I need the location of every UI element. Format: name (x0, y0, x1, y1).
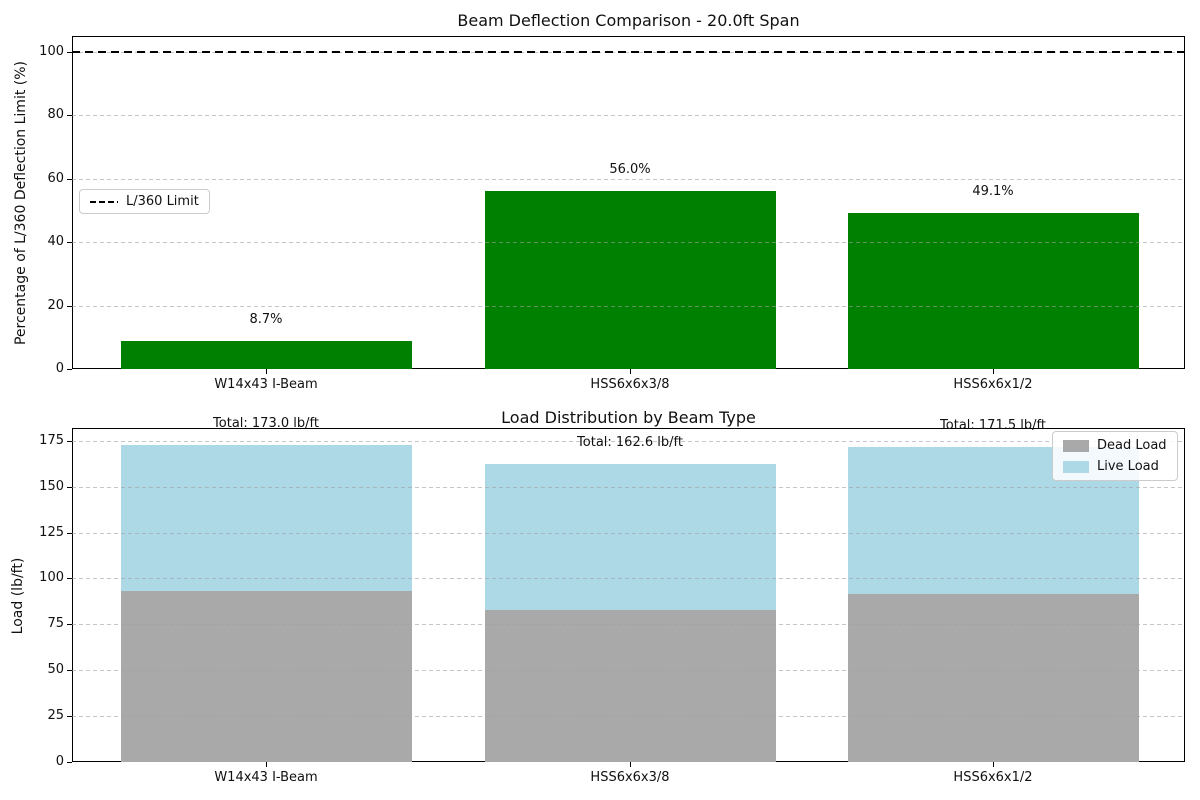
bar-segment (847, 594, 1139, 762)
y-tick-mark (67, 178, 72, 180)
y-tick-mark (67, 305, 72, 307)
x-tick-mark (993, 369, 994, 374)
load-chart-title: Load Distribution by Beam Type (501, 408, 756, 427)
y-tick-label: 20 (47, 297, 64, 313)
dashed-line-sample (90, 200, 118, 203)
y-tick-mark (67, 716, 72, 718)
grid-line (72, 532, 1185, 534)
legend-row-live-load: Live Load (1063, 459, 1159, 474)
grid-line (72, 670, 1185, 672)
x-tick-label: HSS6x6x3/8 (590, 377, 670, 392)
grid-line (72, 486, 1185, 488)
dead-load-swatch (1063, 439, 1089, 452)
legend-label: Live Load (1097, 459, 1159, 474)
x-tick-label: W14x43 I-Beam (214, 377, 318, 392)
legend-row-dead-load: Dead Load (1063, 438, 1167, 453)
x-tick-label: W14x43 I-Beam (214, 770, 318, 785)
y-tick-mark (67, 51, 72, 53)
legend-label: Dead Load (1097, 438, 1167, 453)
y-tick-mark (67, 369, 72, 370)
x-tick-mark (630, 762, 631, 767)
y-tick-label: 0 (55, 361, 64, 376)
y-tick-label: 50 (47, 662, 64, 678)
deflection-y-axis-label: Percentage of L/360 Deflection Limit (%) (13, 61, 29, 346)
y-tick-mark (67, 440, 72, 442)
x-tick-mark (266, 369, 267, 374)
bar (847, 213, 1139, 369)
value-label: 8.7% (249, 312, 283, 328)
total-label: Total: 173.0 lb/ft (213, 415, 319, 431)
total-label: Total: 162.6 lb/ft (577, 434, 683, 450)
value-label: 56.0% (609, 162, 651, 178)
x-tick-mark (630, 369, 631, 374)
grid-line (72, 440, 1185, 442)
load-legend: Dead Load Live Load (1052, 431, 1178, 481)
bar-segment (120, 444, 412, 592)
grid-line (72, 624, 1185, 626)
load-y-axis-label: Load (lb/ft) (10, 557, 26, 635)
y-tick-mark (67, 486, 72, 488)
x-tick-label: HSS6x6x1/2 (953, 377, 1033, 392)
grid-line (72, 578, 1185, 580)
grid-line (72, 115, 1185, 117)
bar-segment (120, 591, 412, 762)
y-tick-label: 80 (47, 107, 64, 123)
y-tick-label: 25 (47, 708, 64, 724)
value-label: 49.1% (972, 184, 1014, 200)
y-tick-label: 100 (39, 43, 64, 59)
total-label: Total: 171.5 lb/ft (940, 418, 1046, 434)
bar (120, 341, 412, 369)
y-tick-label: 0 (55, 754, 64, 769)
y-tick-mark (67, 115, 72, 117)
grid-line (72, 716, 1185, 718)
grid-line (72, 242, 1185, 244)
y-tick-mark (67, 578, 72, 580)
legend-label: L/360 Limit (126, 194, 199, 209)
limit-line (72, 50, 1185, 53)
y-tick-mark (67, 624, 72, 626)
x-tick-label: HSS6x6x1/2 (953, 770, 1033, 785)
live-load-swatch (1063, 460, 1089, 473)
y-tick-mark (67, 670, 72, 672)
deflection-legend: L/360 Limit (79, 189, 210, 214)
bar-segment (484, 463, 776, 611)
x-tick-label: HSS6x6x3/8 (590, 770, 670, 785)
y-tick-label: 175 (39, 432, 64, 448)
grid-line (72, 178, 1185, 180)
y-tick-label: 60 (47, 170, 64, 186)
y-tick-mark (67, 762, 72, 763)
bar (484, 191, 776, 369)
y-tick-label: 100 (39, 570, 64, 586)
x-tick-mark (993, 762, 994, 767)
y-tick-mark (67, 242, 72, 244)
bar-segment (484, 610, 776, 762)
deflection-chart-title: Beam Deflection Comparison - 20.0ft Span (457, 11, 800, 30)
x-tick-mark (266, 762, 267, 767)
y-tick-label: 40 (47, 234, 64, 250)
y-tick-label: 75 (47, 616, 64, 632)
grid-line (72, 305, 1185, 307)
y-tick-label: 125 (39, 524, 64, 540)
y-tick-label: 150 (39, 478, 64, 494)
y-tick-mark (67, 532, 72, 534)
